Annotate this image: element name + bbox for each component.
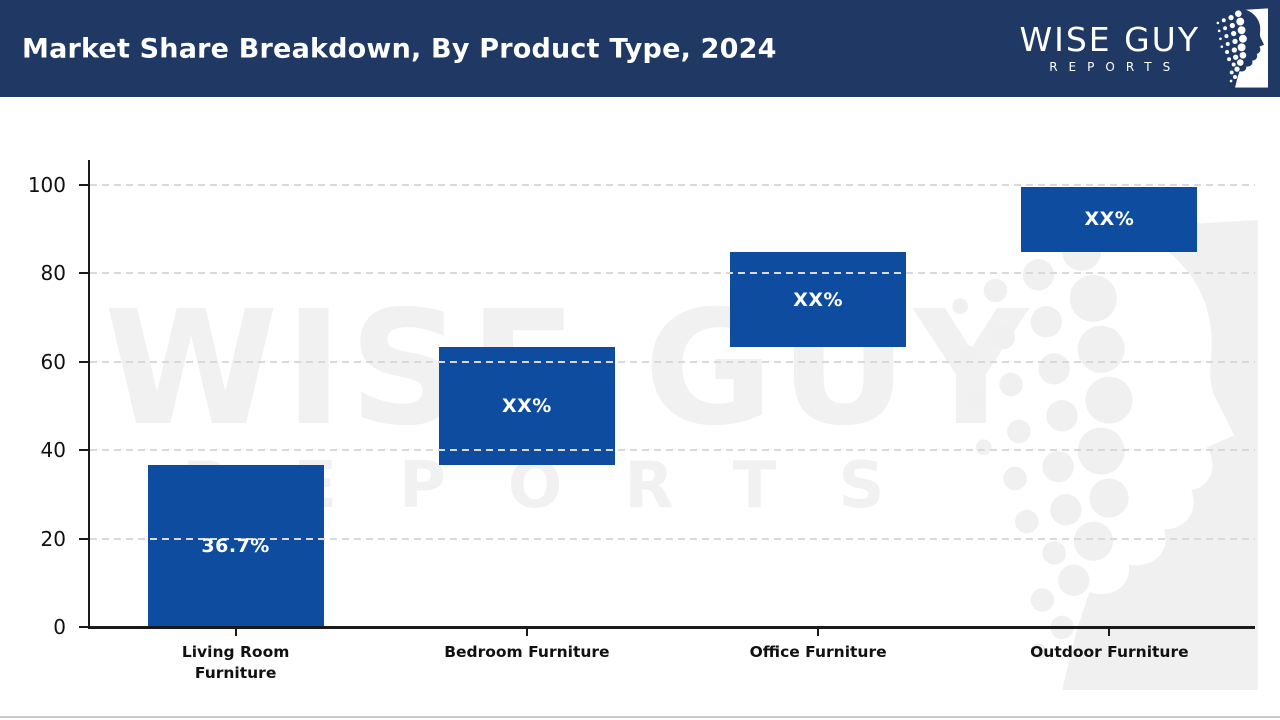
gridline-20 (90, 537, 1255, 540)
x-tick-label: Living Room Furniture (181, 643, 290, 682)
brand-logo-text: WISE GUY REPORTS (1019, 20, 1200, 74)
x-tick-mark (234, 629, 237, 636)
brand-name: WISE GUY (1019, 20, 1200, 60)
y-tick-mark (79, 537, 88, 540)
chart-title: Market Share Breakdown, By Product Type,… (22, 33, 777, 64)
header-bar: Market Share Breakdown, By Product Type,… (0, 0, 1280, 97)
bar-value-label: 36.7% (201, 534, 270, 557)
bar-2 (438, 347, 615, 465)
x-tick-label: Bedroom Furniture (444, 643, 610, 661)
bar-value-label: XX% (1084, 208, 1135, 231)
x-axis-line (88, 626, 1255, 629)
x-tick-label: Outdoor Furniture (1030, 643, 1189, 661)
y-tick-label: 100 (27, 173, 66, 198)
y-tick-mark (79, 626, 88, 628)
gridline-100 (90, 184, 1255, 187)
footer-rule (0, 716, 1280, 718)
x-tick-mark (1108, 629, 1111, 636)
plot-area: 36.7% XX% XX% XX% (90, 163, 1255, 627)
y-tick-label: 0 (53, 615, 66, 639)
gridline-40 (90, 449, 1255, 452)
y-axis-line (88, 160, 90, 627)
y-tick-label: 40 (40, 438, 66, 463)
y-axis: 0 20 40 60 80 100 (0, 163, 88, 638)
brand-subname: REPORTS (1049, 59, 1182, 74)
y-tick-mark (79, 184, 88, 187)
x-tick-mark (817, 629, 820, 636)
y-tick-mark (79, 272, 88, 275)
brand-face-icon (1202, 8, 1268, 88)
x-tick-label: Office Furniture (749, 643, 887, 661)
x-axis: Living Room Furniture Bedroom Furniture Of… (90, 629, 1255, 704)
y-tick-label: 60 (40, 349, 66, 374)
bar-value-label: XX% (501, 395, 552, 418)
y-tick-mark (79, 449, 88, 452)
bar-1 (147, 464, 324, 627)
bar-3 (730, 251, 907, 348)
x-tick-mark (525, 629, 528, 636)
bar-value-label: XX% (793, 288, 844, 311)
y-tick-label: 80 (40, 261, 66, 286)
y-tick-mark (79, 360, 88, 363)
gridline-60 (90, 360, 1255, 363)
gridline-80 (90, 272, 1255, 275)
brand-logo: WISE GUY REPORTS (1019, 8, 1268, 88)
y-tick-label: 20 (40, 526, 66, 551)
